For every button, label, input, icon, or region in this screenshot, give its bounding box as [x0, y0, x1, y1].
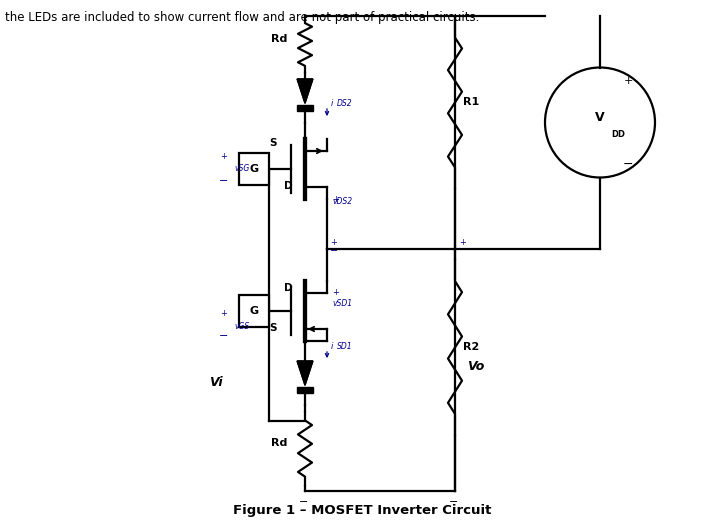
Polygon shape [305, 79, 313, 103]
Text: i: i [331, 342, 333, 351]
Text: i: i [331, 99, 333, 108]
Text: −: − [330, 246, 338, 256]
Bar [239, 295, 269, 327]
Text: D: D [285, 181, 293, 191]
Text: R2: R2 [463, 342, 479, 353]
Polygon shape [297, 79, 313, 103]
Text: Vo: Vo [467, 360, 484, 373]
Text: Figure 1 – MOSFET Inverter Circuit: Figure 1 – MOSFET Inverter Circuit [233, 504, 491, 517]
Text: +: + [332, 288, 339, 297]
Text: DD: DD [611, 130, 625, 139]
Bar [239, 153, 269, 185]
Text: Rd: Rd [271, 439, 287, 449]
Text: DS2: DS2 [337, 99, 353, 108]
Text: vSD1: vSD1 [332, 299, 352, 308]
Text: G: G [250, 306, 258, 316]
Text: vGS: vGS [234, 322, 249, 331]
Polygon shape [297, 361, 313, 385]
Polygon shape [305, 361, 313, 385]
Text: +: + [221, 152, 227, 161]
Polygon shape [297, 79, 305, 103]
Text: S: S [269, 323, 277, 333]
Text: G: G [250, 164, 258, 174]
Text: −: − [299, 497, 308, 507]
Text: +: + [459, 238, 466, 247]
Text: −: − [219, 331, 229, 341]
Text: +: + [332, 195, 339, 204]
Text: SD1: SD1 [337, 342, 353, 351]
Text: vSG: vSG [234, 164, 249, 173]
Text: D: D [285, 283, 293, 293]
Text: R1: R1 [463, 97, 479, 107]
Text: vDS2: vDS2 [332, 197, 352, 206]
Text: −: − [219, 176, 229, 186]
Text: Rd: Rd [271, 34, 287, 44]
Text: S: S [269, 138, 277, 148]
Text: the LEDs are included to show current flow and are not part of practical circuit: the LEDs are included to show current fl… [5, 11, 479, 24]
Text: V: V [595, 111, 605, 124]
Polygon shape [297, 361, 305, 385]
Text: +: + [330, 238, 337, 247]
Text: +: + [623, 76, 633, 85]
Polygon shape [297, 105, 313, 110]
Text: −: − [449, 497, 458, 507]
Text: +: + [221, 309, 227, 318]
Text: −: − [623, 157, 634, 170]
Text: Vi: Vi [209, 376, 222, 389]
Polygon shape [297, 388, 313, 393]
